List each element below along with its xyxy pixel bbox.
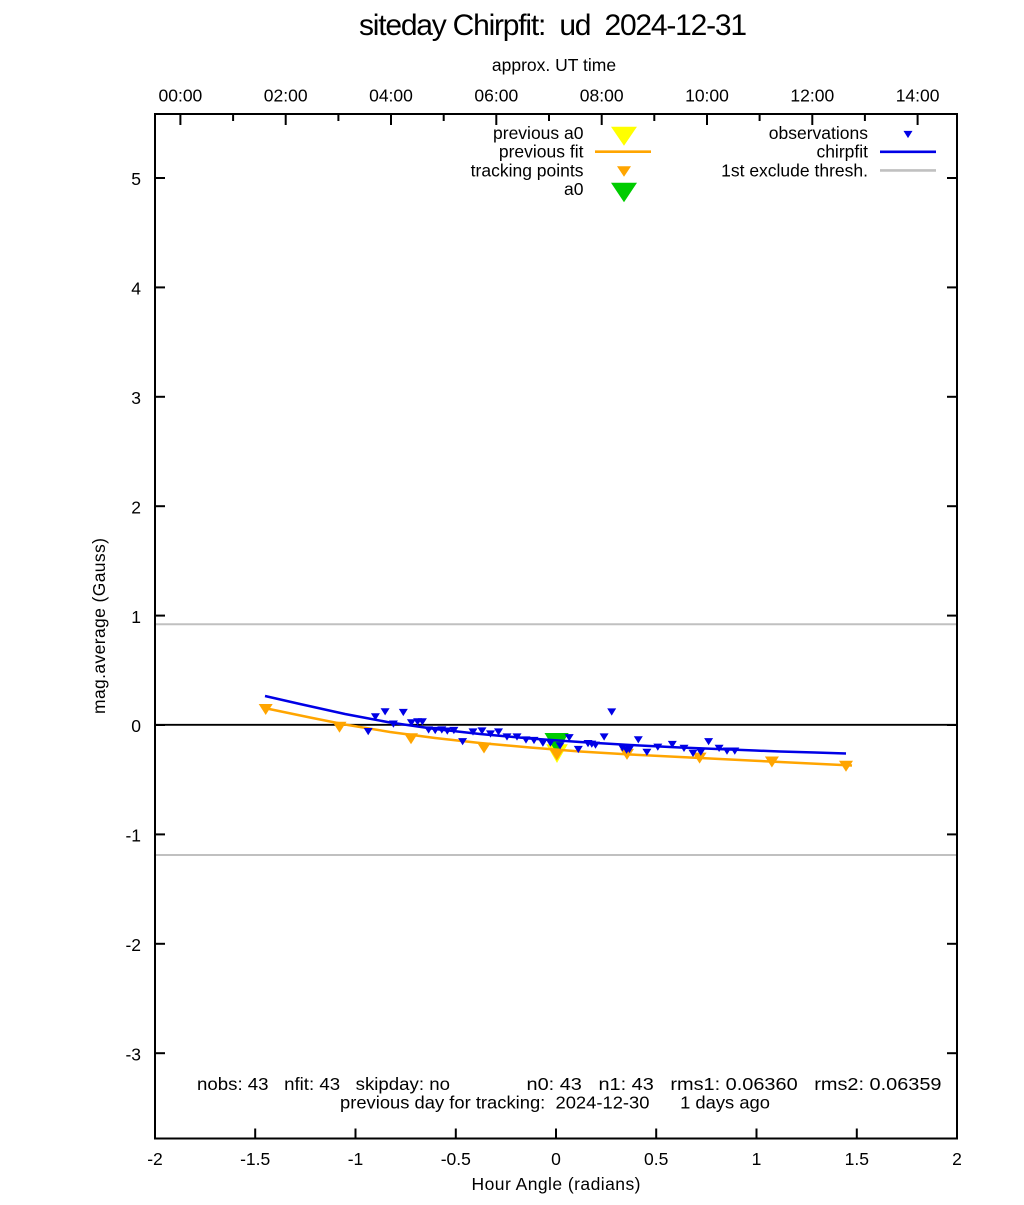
svg-text:0: 0 (551, 1149, 561, 1169)
svg-text:0: 0 (131, 716, 141, 736)
svg-text:previous fit: previous fit (499, 142, 584, 162)
svg-text:1st exclude thresh.: 1st exclude thresh. (721, 160, 868, 180)
svg-text:approx. UT time: approx. UT time (492, 55, 616, 75)
svg-text:-1.5: -1.5 (240, 1149, 270, 1169)
svg-text:mag.average (Gauss): mag.average (Gauss) (89, 538, 109, 714)
svg-text:2: 2 (131, 497, 141, 517)
svg-text:-3: -3 (125, 1044, 141, 1064)
svg-text:4: 4 (131, 279, 141, 299)
svg-text:00:00: 00:00 (159, 85, 203, 105)
svg-text:3: 3 (131, 388, 141, 408)
svg-text:1: 1 (752, 1149, 762, 1169)
svg-text:0.5: 0.5 (644, 1149, 668, 1169)
svg-text:1.5: 1.5 (845, 1149, 869, 1169)
svg-text:observations: observations (769, 123, 868, 143)
svg-text:06:00: 06:00 (474, 85, 518, 105)
svg-text:-2: -2 (125, 935, 141, 955)
svg-text:10:00: 10:00 (685, 85, 729, 105)
svg-text:-1: -1 (125, 826, 141, 846)
svg-text:02:00: 02:00 (264, 85, 308, 105)
svg-text:siteday Chirpfit: ud 2024-12: siteday Chirpfit: ud 2024-12-31 (359, 9, 747, 42)
svg-text:n0: 43 n1: 43 rms1: 0.0636: n0: 43 n1: 43 rms1: 0.06360 rms2: 0.0635… (527, 1074, 942, 1094)
svg-text:nobs: 43 nfit: 43 skipday:: nobs: 43 nfit: 43 skipday: no (197, 1074, 450, 1094)
svg-text:04:00: 04:00 (369, 85, 413, 105)
svg-text:a0: a0 (564, 179, 584, 199)
svg-text:5: 5 (131, 169, 141, 189)
svg-text:tracking points: tracking points (471, 160, 584, 180)
svg-text:-0.5: -0.5 (441, 1149, 471, 1169)
svg-text:08:00: 08:00 (580, 85, 624, 105)
svg-text:chirpfit: chirpfit (816, 142, 868, 162)
svg-text:previous a0: previous a0 (493, 123, 584, 143)
svg-text:previous day for tracking: 20: previous day for tracking: 2024-12-30 1 … (340, 1093, 770, 1113)
svg-text:Hour Angle (radians): Hour Angle (radians) (472, 1174, 641, 1194)
svg-text:-1: -1 (348, 1149, 364, 1169)
svg-text:1: 1 (131, 607, 141, 627)
svg-text:12:00: 12:00 (790, 85, 834, 105)
svg-text:14:00: 14:00 (896, 85, 940, 105)
svg-text:-2: -2 (147, 1149, 163, 1169)
svg-text:2: 2 (952, 1149, 962, 1169)
